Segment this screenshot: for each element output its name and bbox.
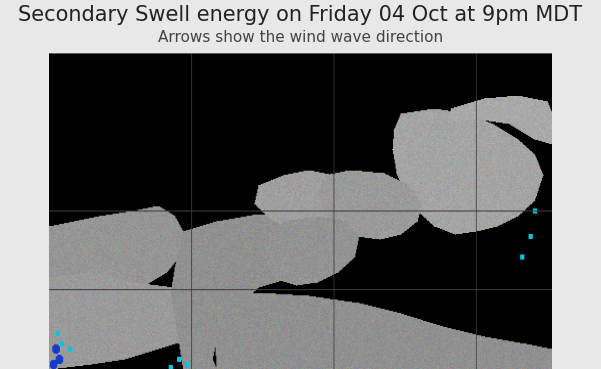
Text: Secondary Swell energy on Friday 04 Oct at 9pm MDT: Secondary Swell energy on Friday 04 Oct …	[19, 5, 582, 25]
Text: Arrows show the wind wave direction: Arrows show the wind wave direction	[158, 31, 443, 45]
